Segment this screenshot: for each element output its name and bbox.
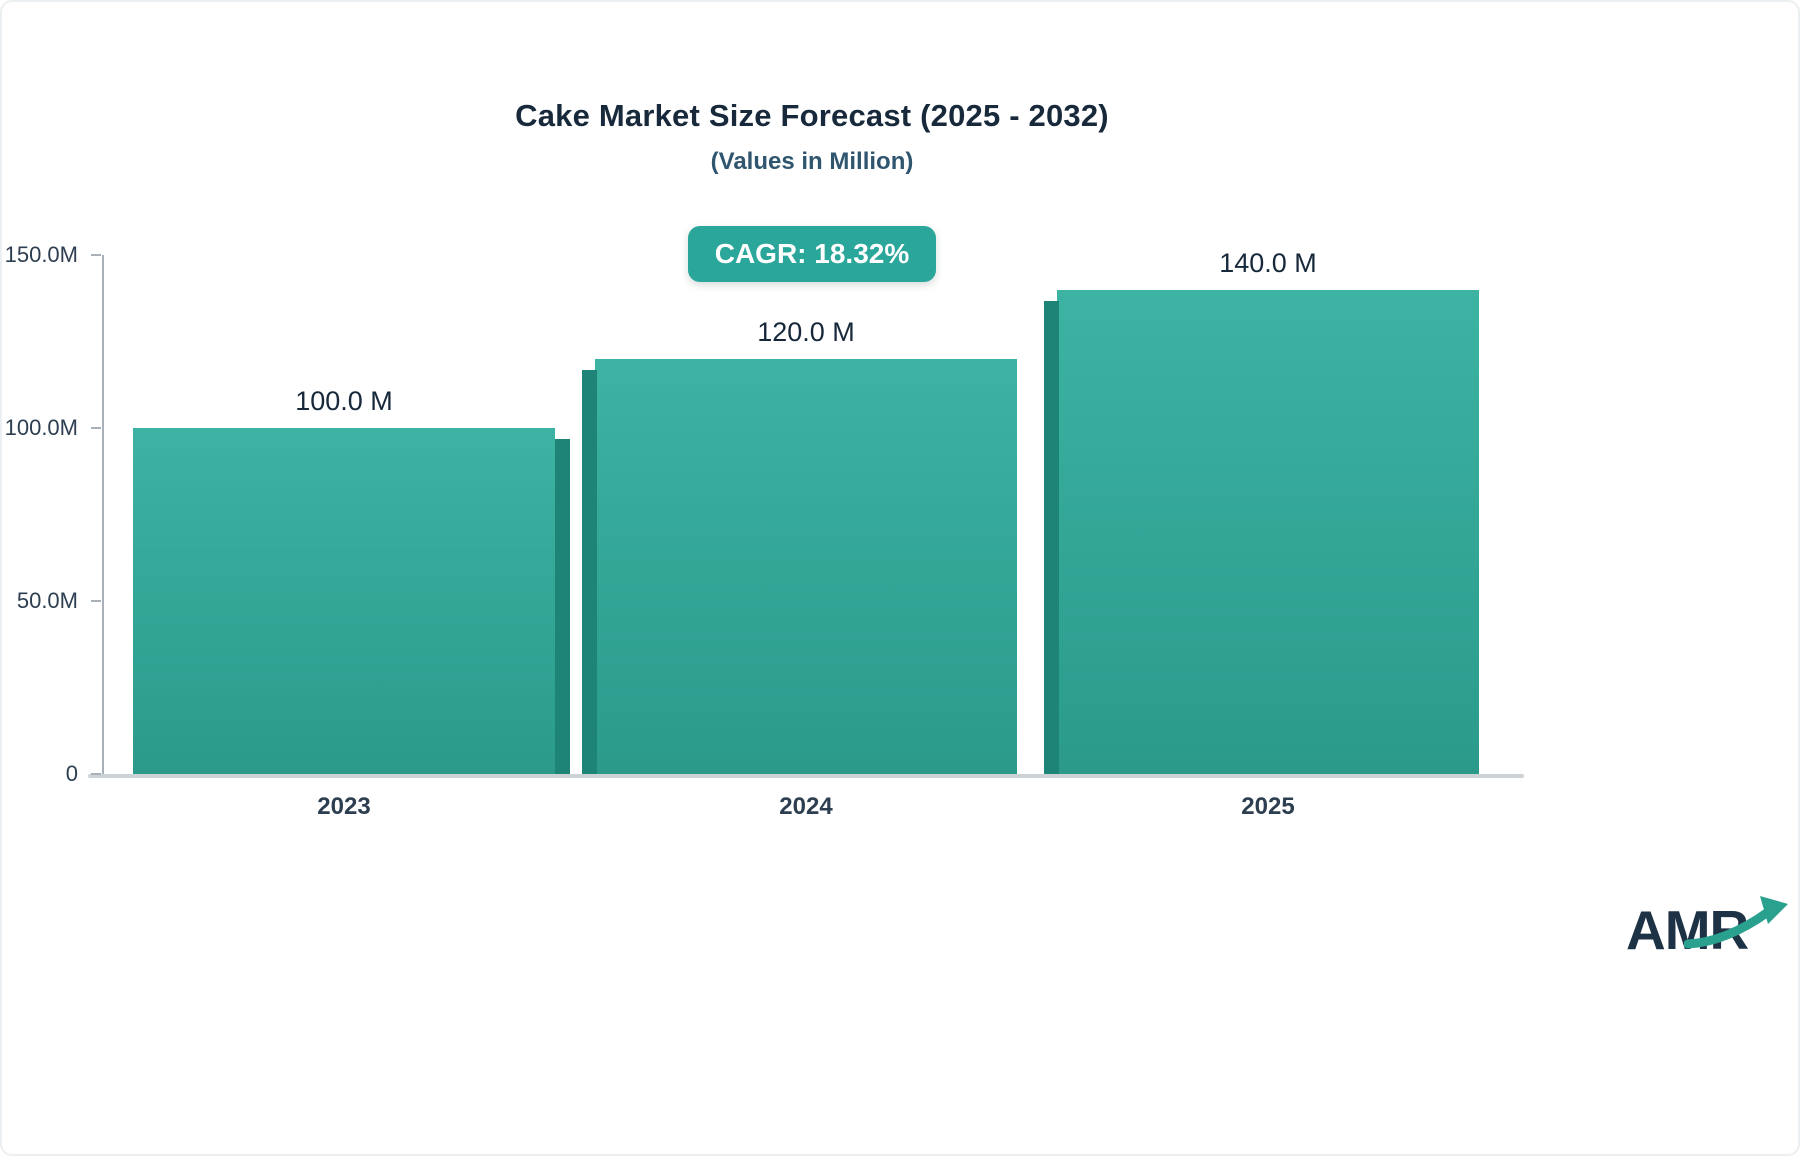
x-axis-label-2023: 2023 [317, 793, 371, 820]
y-axis-tick-label: 50.0M [16, 588, 78, 613]
x-axis-label-2024: 2024 [779, 793, 833, 820]
y-axis-tick-label: 0 [65, 761, 78, 786]
bar-2023: 100.0 M [133, 386, 570, 774]
cagr-badge: CAGR: 18.32% [687, 226, 937, 282]
chart-subtitle: (Values in Million) [710, 148, 914, 175]
bar-side-face [555, 439, 570, 774]
y-axis-tick-mark [91, 773, 101, 775]
y-axis-tick-mark [91, 254, 101, 256]
trend-arrow-icon [1684, 896, 1788, 949]
chart-header: Cake Market Size Forecast (2025 - 2032) … [102, 98, 1522, 176]
x-axis-label-2025: 2025 [1241, 793, 1295, 820]
chart-title: Cake Market Size Forecast (2025 - 2032) [515, 98, 1109, 133]
y-axis-tick-mark [91, 600, 101, 602]
bar-2025: 140.0 M [1044, 248, 1479, 774]
bar-side-face [582, 370, 597, 774]
plot-area: 150.0M 100.0M 50.0M 0 100.0 M 2023 120.0 M 2024… [5, 242, 1524, 820]
amr-logo: AMR [1626, 896, 1796, 962]
y-axis-tick-mark [91, 427, 101, 429]
y-axis-tick-label: 150.0M [4, 242, 78, 267]
y-axis-tick-label: 100.0M [4, 415, 78, 440]
bar-2024: 120.0 M [582, 317, 1017, 774]
cagr-badge-row: CAGR: 18.32% [102, 226, 1522, 282]
bar-value-label: 140.0 M [1219, 248, 1317, 278]
bar-value-label: 100.0 M [295, 386, 393, 416]
x-axis-line [88, 774, 1524, 778]
bar-side-face [1044, 301, 1059, 774]
bar-value-label: 120.0 M [757, 317, 855, 347]
